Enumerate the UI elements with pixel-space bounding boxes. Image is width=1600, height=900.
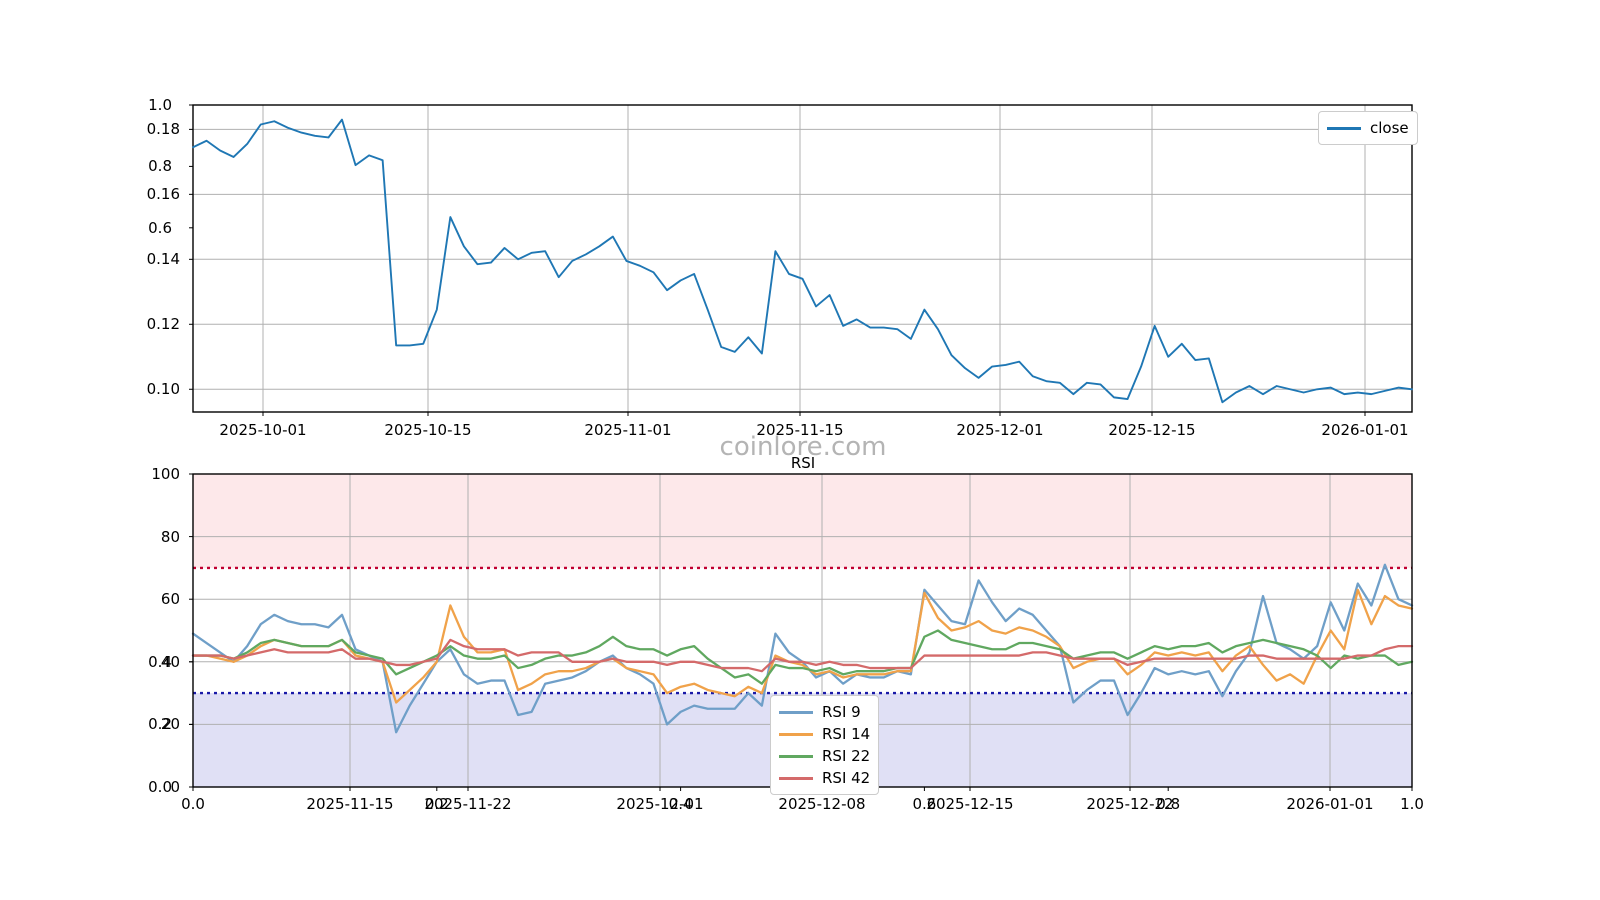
legend-item[interactable]: RSI 9 — [779, 701, 870, 723]
rsi-panel-title: RSI — [790, 454, 816, 472]
legend-label: close — [1370, 119, 1409, 137]
legend-item[interactable]: close — [1327, 117, 1409, 139]
legend-item[interactable]: RSI 22 — [779, 745, 870, 767]
legend-label: RSI 42 — [822, 769, 871, 787]
price-ytick-label: 0.10 — [146, 380, 180, 399]
legend-color-swatch — [779, 754, 813, 758]
rsi-xtick-label: 2025-12-22 — [1086, 795, 1174, 813]
legend-color-swatch — [779, 776, 813, 780]
rsi-xtick-overlay-label: 0.8 — [1156, 795, 1181, 813]
rsi-xtick-overlay-label: 0.6 — [912, 795, 937, 813]
price-plot-frame — [192, 104, 1413, 413]
legend-label: RSI 14 — [822, 725, 871, 743]
price-xtick-label: 2025-11-01 — [584, 421, 672, 439]
rsi-xtick-label: 2025-11-22 — [424, 795, 512, 813]
price-xtick-label: 2025-10-01 — [219, 421, 307, 439]
legend-color-swatch — [1327, 126, 1361, 130]
price-xtick-label: 2026-01-01 — [1321, 421, 1409, 439]
rsi-overbought-band — [193, 474, 1412, 568]
legend-color-swatch — [779, 710, 813, 714]
price-ytick-label: 0.12 — [146, 315, 180, 334]
rsi-xtick-overlay-label: 0.4 — [668, 795, 693, 813]
rsi-series-line-3 — [191, 638, 1414, 673]
rsi-ytick-overlay-label: 0.0 — [148, 778, 172, 796]
rsi-xtick-label: 2025-12-01 — [616, 795, 704, 813]
legend-item[interactable]: RSI 14 — [779, 723, 870, 745]
price-xtick-label: 2025-12-01 — [956, 421, 1044, 439]
legend-label: RSI 9 — [822, 703, 861, 721]
price-xtick-label: 2025-11-15 — [756, 421, 844, 439]
price-xtick-label: 2025-12-15 — [1108, 421, 1196, 439]
price-ytick-label: 0.16 — [146, 185, 180, 204]
rsi-legend[interactable]: RSI 9 RSI 14 RSI 22 RSI 42 — [770, 695, 880, 795]
rsi-ytick-label: 80 — [160, 527, 180, 546]
price-xtick-label: 2025-10-15 — [384, 421, 472, 439]
price-legend[interactable]: close — [1318, 111, 1418, 145]
rsi-xtick-overlay-label: 1.0 — [1400, 795, 1424, 813]
rsi-xtick-label: 2025-12-15 — [926, 795, 1014, 813]
legend-item[interactable]: RSI 42 — [779, 767, 870, 789]
rsi-xtick-label: 2025-11-15 — [306, 795, 394, 813]
rsi-ytick-label: 60 — [160, 590, 180, 609]
rsi-series-line-2 — [191, 629, 1414, 685]
price-ytick-label: 0.18 — [146, 120, 180, 139]
rsi-ytick-overlay-label: 0.4 — [148, 652, 172, 671]
rsi-ytick-label: 40 — [160, 652, 180, 671]
price-ytick-overlay-label: 0.6 — [148, 218, 172, 237]
rsi-xtick-label: 2025-12-08 — [778, 795, 866, 813]
price-ytick-overlay-label: 1.0 — [148, 96, 172, 114]
rsi-series-line-1 — [191, 588, 1414, 704]
price-ytick-label: 0.14 — [146, 250, 180, 269]
rsi-ytick-overlay-label: 0.2 — [148, 715, 172, 734]
legend-label: RSI 22 — [822, 747, 871, 765]
rsi-xtick-overlay-label: 0.2 — [424, 795, 449, 813]
price-close-line — [192, 118, 1413, 404]
rsi-ytick-label: 20 — [160, 715, 180, 734]
price-ytick-overlay-label: 0.8 — [148, 157, 172, 176]
rsi-xtick-overlay-label: 0.0 — [181, 795, 205, 813]
rsi-xtick-label: 2026-01-01 — [1286, 795, 1374, 813]
legend-color-swatch — [779, 732, 813, 736]
coinlore-watermark: coinlore.com — [719, 432, 887, 462]
rsi-ytick-label: 100 — [151, 465, 180, 483]
rsi-ytick-label: 0 — [170, 778, 180, 796]
